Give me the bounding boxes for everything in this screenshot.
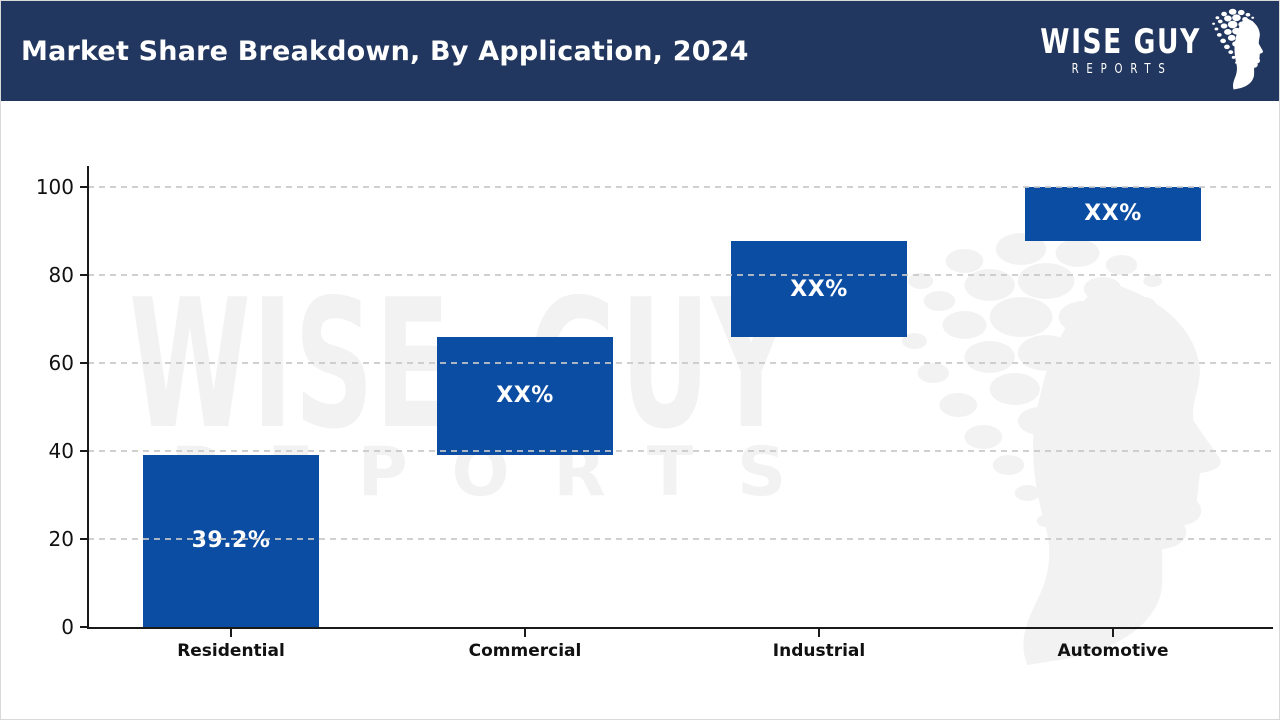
category-label-automotive: Automotive <box>1057 641 1169 661</box>
bar-value-label: XX% <box>790 276 848 302</box>
gridline-20 <box>88 538 1273 540</box>
logo-wordmark: WISE GUY <box>1040 21 1201 62</box>
header-bar: Market Share Breakdown, By Application, … <box>1 1 1279 101</box>
gridline-80 <box>88 274 1273 276</box>
bar-value-label: XX% <box>496 383 554 409</box>
waterfall-chart: WISE GUY REPORTS 39.2% XX% XX% XX% 0 20 40 60 80… <box>1 101 1279 719</box>
bar-automotive: XX% <box>1025 187 1201 241</box>
y-tick-label-60: 60 <box>48 351 74 375</box>
y-tick-60 <box>80 362 88 364</box>
logo-text: WISE GUY REPORTS <box>1040 25 1201 78</box>
y-tick-80 <box>80 274 88 276</box>
y-tick-0 <box>80 626 88 628</box>
page-title: Market Share Breakdown, By Application, … <box>21 35 749 67</box>
y-tick-label-40: 40 <box>48 439 74 463</box>
x-axis-line <box>87 627 1273 629</box>
gridline-60 <box>88 362 1273 364</box>
gridline-40 <box>88 450 1273 452</box>
y-axis-line <box>87 166 89 629</box>
x-tick-residential <box>230 629 232 637</box>
category-label-residential: Residential <box>177 641 285 661</box>
bar-commercial: XX% <box>437 337 613 455</box>
y-tick-label-80: 80 <box>48 263 74 287</box>
gridline-100 <box>88 186 1273 188</box>
y-tick-100 <box>80 186 88 188</box>
x-tick-commercial <box>524 629 526 637</box>
bar-value-label: XX% <box>1084 201 1142 227</box>
x-tick-industrial <box>818 629 820 637</box>
category-label-industrial: Industrial <box>772 641 866 661</box>
y-tick-20 <box>80 538 88 540</box>
bar-residential: 39.2% <box>143 454 319 627</box>
wiseguy-head-icon <box>1212 8 1264 90</box>
y-tick-label-20: 20 <box>48 527 74 551</box>
y-tick-40 <box>80 450 88 452</box>
logo-subtext: REPORTS <box>1071 61 1173 77</box>
y-tick-label-0: 0 <box>61 615 74 639</box>
wiseguy-logo: WISE GUY REPORTS <box>995 7 1267 95</box>
bar-industrial: XX% <box>731 240 907 338</box>
bar-value-label: 39.2% <box>191 528 271 554</box>
y-tick-label-100: 100 <box>35 175 74 199</box>
category-label-commercial: Commercial <box>468 641 582 661</box>
x-tick-automotive <box>1112 629 1114 637</box>
